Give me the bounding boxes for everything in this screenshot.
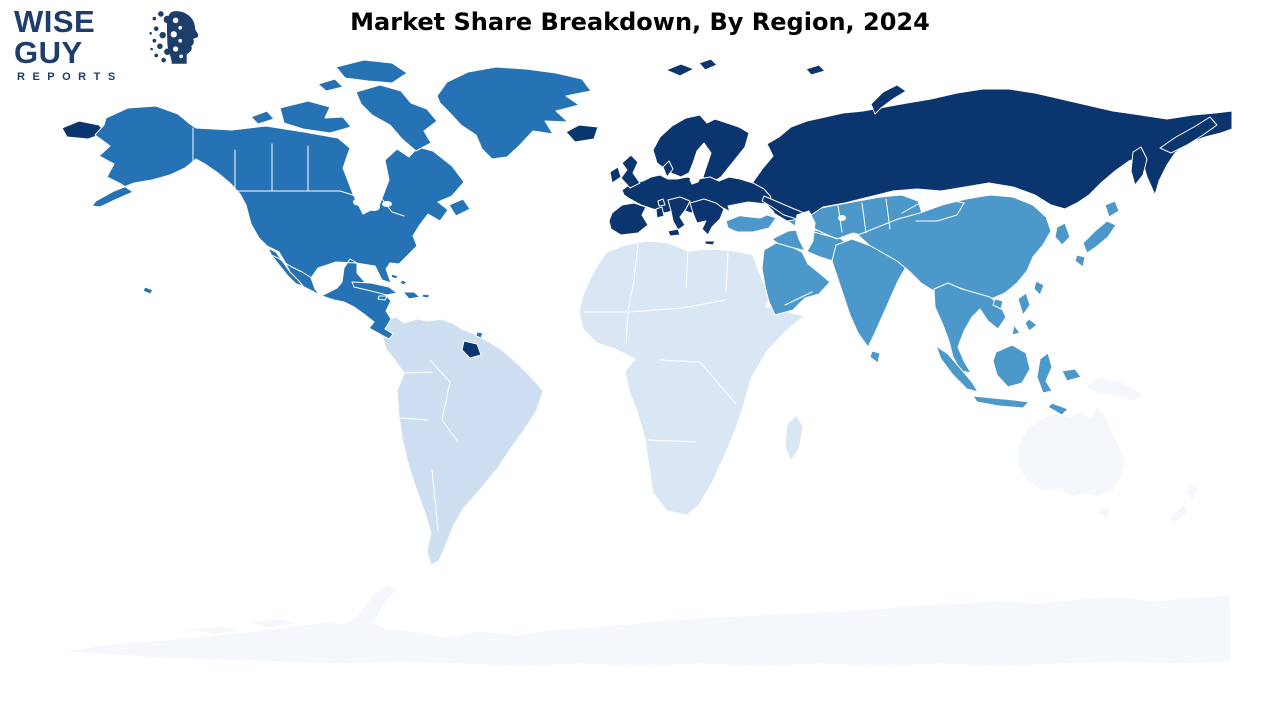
southeast-asia [933, 282, 1007, 374]
newfoundland [448, 198, 471, 217]
philippines [1011, 292, 1038, 336]
balkans-greece [689, 198, 725, 236]
region-oceania [1016, 376, 1200, 524]
bahamas [390, 273, 408, 286]
kamchatka [1159, 116, 1218, 154]
region-asia-pacific [725, 194, 1120, 416]
ireland [609, 166, 622, 184]
antarctica-mainland [61, 584, 1232, 667]
south-america-mainland [377, 316, 544, 566]
logo-subtitle: REPORTS [17, 71, 123, 83]
region-africa [578, 240, 805, 516]
region-south-america [377, 316, 544, 566]
antarctica-ice-shelf [249, 617, 297, 629]
iberia [608, 202, 649, 236]
wise-guy-reports-logo: WISE GUY REPORTS [14, 6, 204, 83]
franz-josef-land [805, 64, 826, 76]
greenland [436, 66, 592, 160]
scandinavia-finland [652, 114, 750, 184]
italy [667, 196, 691, 231]
antarctica-ice-shelf [179, 625, 245, 635]
sulawesi [1036, 352, 1053, 394]
baffin-island [355, 84, 438, 152]
puerto-rico [421, 293, 431, 299]
timor [1047, 402, 1069, 416]
hawaii [142, 286, 154, 295]
victoria-island [279, 100, 352, 134]
japan-kyushu [1074, 254, 1086, 268]
sicily [667, 228, 681, 237]
french-guiana [461, 340, 482, 359]
sakhalin [1130, 146, 1148, 186]
logo-wordmark: WISE GUY [14, 4, 96, 70]
great-lake [368, 203, 380, 211]
maluku [1061, 368, 1082, 382]
china-mongolia [857, 194, 1052, 300]
korea [1054, 222, 1071, 246]
trinidad [475, 331, 484, 339]
region-antarctica [61, 584, 1232, 667]
great-lake [353, 198, 367, 206]
baltic-sea [689, 149, 711, 185]
ellesmere-island [335, 59, 408, 84]
new-zealand-north [1184, 483, 1200, 501]
corsica [657, 198, 666, 207]
japan-honshu [1082, 220, 1117, 254]
region-europe-russia [61, 58, 1233, 359]
sumatra [935, 345, 979, 393]
australia [1016, 406, 1126, 498]
africa-country-borders [583, 243, 737, 443]
arctic-islet [250, 110, 275, 125]
sri-lanka [869, 350, 881, 364]
iceland [565, 124, 599, 143]
tasmania [1096, 506, 1112, 520]
sardinia [655, 206, 665, 219]
great-lake [382, 201, 392, 207]
hainan [992, 298, 1004, 310]
page-title: Market Share Breakdown, By Region, 2024 [350, 8, 930, 36]
crete [704, 240, 716, 246]
russia [746, 88, 1233, 222]
north-america-mainland [91, 105, 465, 340]
cuba [351, 281, 398, 296]
region-north-america [91, 59, 592, 340]
africa-mainland [578, 240, 805, 516]
hispaniola [402, 291, 421, 300]
java [972, 395, 1030, 409]
denmark [662, 160, 674, 178]
water-overlays [353, 149, 846, 254]
new-zealand-south [1168, 504, 1190, 524]
dotted-head-profile-icon [149, 11, 198, 64]
jamaica [377, 295, 388, 301]
arctic-islet [317, 78, 344, 92]
great-britain [620, 154, 641, 189]
south-america-country-borders [399, 359, 459, 531]
novaya-zemlya [870, 84, 907, 115]
madagascar [784, 414, 804, 462]
new-guinea [1085, 376, 1146, 402]
caspian-sea [794, 210, 816, 254]
north-america-internal-borders [192, 127, 405, 279]
taiwan [1033, 280, 1045, 296]
japan-hokkaido [1104, 200, 1120, 218]
aral-sea [838, 215, 846, 221]
black-sea [727, 201, 775, 219]
borneo [992, 344, 1031, 388]
svalbard [665, 58, 718, 77]
